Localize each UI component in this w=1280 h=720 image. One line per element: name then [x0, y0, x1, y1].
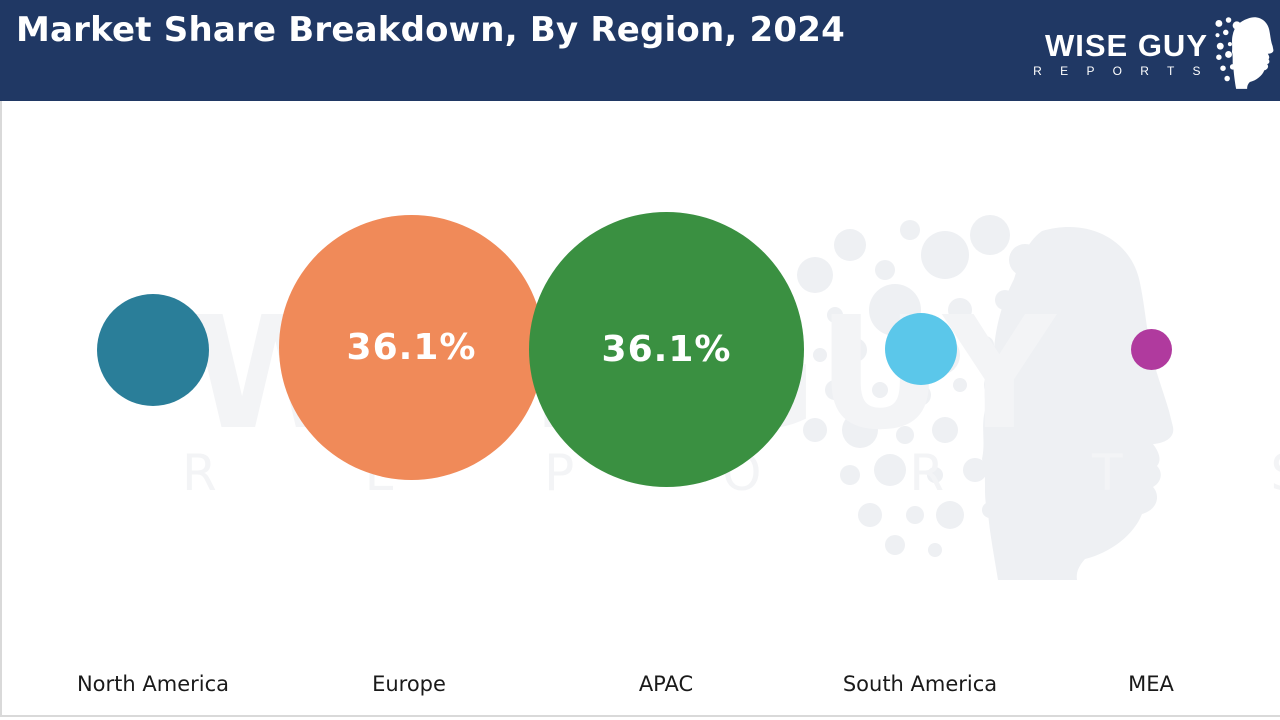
- page-title: Market Share Breakdown, By Region, 2024: [16, 10, 845, 50]
- category-label-south-america: South America: [842, 672, 998, 696]
- bubble-value-label: 36.1%: [346, 327, 477, 368]
- bubble-mea: [1131, 329, 1172, 370]
- bubble-europe: 36.1%: [279, 215, 544, 480]
- logo-text: WISE GUY R E P O R T S: [1033, 27, 1208, 79]
- logo-subtitle: R E P O R T S: [1033, 64, 1208, 79]
- category-label-north-america: North America: [76, 672, 230, 696]
- watermark-face-logo: [797, 215, 1174, 580]
- left-divider: [0, 101, 2, 717]
- category-label-europe: Europe: [372, 672, 446, 696]
- logo-face-icon: [1215, 17, 1274, 89]
- wise-guy-reports-logo: WISE GUY R E P O R T S: [1033, 4, 1274, 98]
- bubble-apac: 36.1%: [529, 212, 804, 487]
- bubble-south-america: [885, 313, 957, 385]
- bottom-divider: [0, 715, 1280, 717]
- bubble-value-label: 36.1%: [601, 329, 732, 370]
- logo-wordmark: WISE GUY: [1044, 27, 1208, 63]
- category-label-mea: MEA: [1128, 672, 1174, 696]
- header-bar: Market Share Breakdown, By Region, 2024 …: [0, 0, 1280, 101]
- category-label-apac: APAC: [638, 672, 694, 696]
- bubble-north-america: [97, 294, 209, 406]
